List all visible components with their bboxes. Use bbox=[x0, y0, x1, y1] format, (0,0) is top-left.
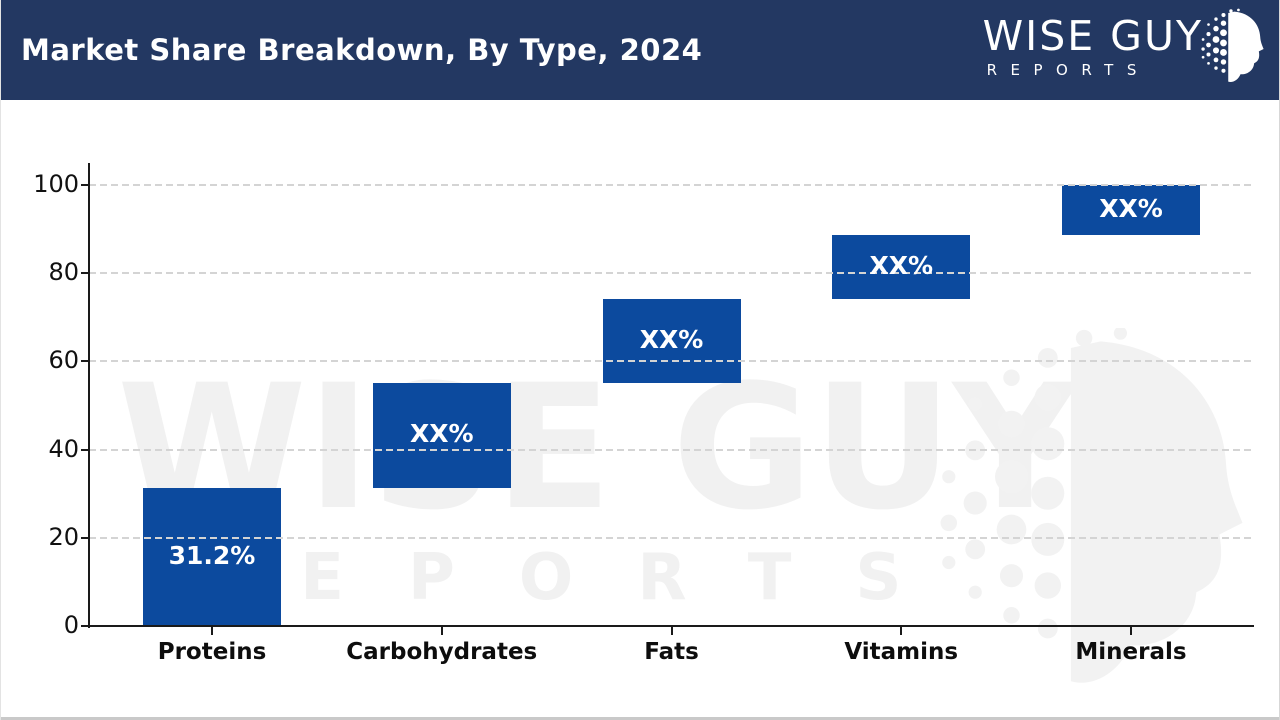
y-tick-mark bbox=[81, 272, 89, 275]
y-tick-label: 40 bbox=[48, 434, 79, 463]
bar bbox=[372, 382, 511, 489]
y-tick-mark bbox=[81, 625, 89, 627]
y-tick-mark bbox=[81, 536, 89, 539]
watermark-subtext: REPORTS bbox=[187, 541, 966, 615]
x-tick-label: Fats bbox=[644, 639, 699, 665]
y-tick-mark bbox=[81, 448, 89, 451]
wise-guy-logo: WISE GUY REPORTS bbox=[983, 8, 1267, 86]
watermark-head-icon bbox=[940, 328, 1243, 683]
gridline bbox=[89, 272, 1254, 275]
x-tick-mark bbox=[440, 627, 443, 635]
y-tick-label: 20 bbox=[48, 522, 79, 551]
gridline bbox=[89, 360, 1254, 363]
bar bbox=[602, 298, 741, 383]
x-tick-label: Proteins bbox=[157, 639, 267, 665]
bar-value-label: XX% bbox=[1099, 193, 1163, 223]
bar-value-label: XX% bbox=[639, 324, 704, 354]
logo-text: WISE GUY REPORTS bbox=[983, 14, 1203, 80]
header: Market Share Breakdown, By Type, 2024 WI… bbox=[1, 0, 1279, 100]
x-tick-mark bbox=[211, 627, 213, 635]
gridline bbox=[89, 536, 1254, 539]
chart-area: WISE GUY REPORTS 0 20 40 60 80 100 31.2% Protei… bbox=[1, 100, 1279, 717]
x-axis-line bbox=[88, 625, 1254, 627]
x-tick-mark bbox=[1130, 627, 1132, 635]
y-tick-label: 80 bbox=[48, 258, 79, 287]
bar bbox=[143, 488, 281, 626]
page-title: Market Share Breakdown, By Type, 2024 bbox=[21, 33, 703, 67]
bar-value-label: XX% bbox=[409, 419, 474, 449]
y-tick-label: 60 bbox=[48, 346, 79, 375]
bar-value-label: 31.2% bbox=[168, 541, 256, 571]
bar-value-label: XX% bbox=[869, 250, 934, 280]
x-tick-mark bbox=[900, 627, 903, 635]
y-axis-line bbox=[88, 163, 90, 628]
y-tick-label: 0 bbox=[63, 611, 79, 639]
logo-wordmark: WISE GUY bbox=[982, 12, 1203, 60]
x-tick-label: Minerals bbox=[1075, 639, 1187, 665]
x-tick-mark bbox=[670, 627, 673, 635]
y-tick-label: 100 bbox=[33, 170, 79, 198]
x-tick-label: Vitamins bbox=[844, 639, 959, 665]
bar bbox=[832, 234, 971, 299]
y-tick-mark bbox=[81, 360, 89, 363]
bar bbox=[1062, 185, 1200, 235]
gridline bbox=[89, 448, 1254, 451]
wise-guy-head-icon bbox=[1201, 8, 1264, 82]
gridline bbox=[89, 184, 1254, 186]
x-tick-label: Carbohydrates bbox=[346, 639, 538, 665]
y-tick-mark bbox=[81, 184, 89, 186]
logo-subtext: REPORTS bbox=[986, 61, 1150, 79]
bottom-border bbox=[1, 717, 1279, 720]
